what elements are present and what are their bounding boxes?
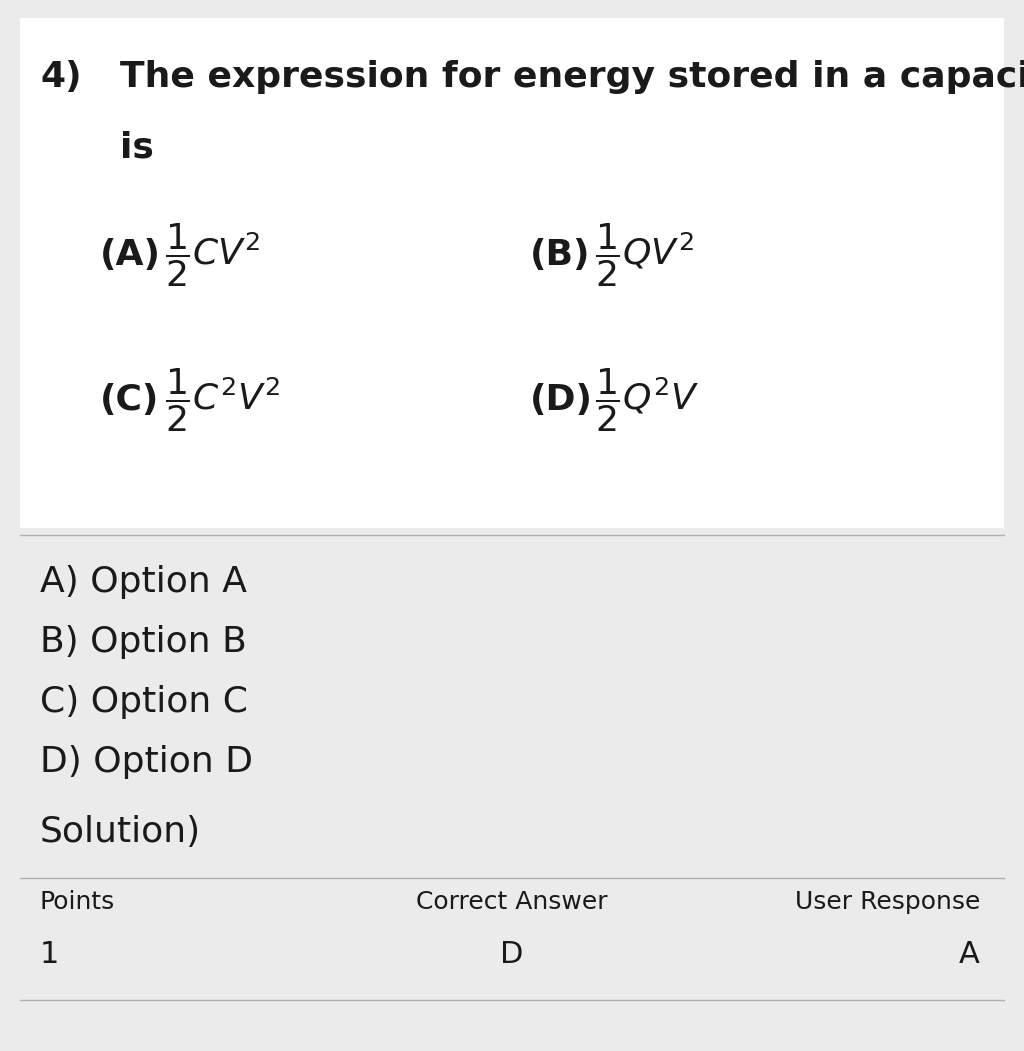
Text: User Response: User Response <box>795 890 980 914</box>
Text: A) Option A: A) Option A <box>40 565 247 599</box>
Text: $\dfrac{1}{2}Q^2V$: $\dfrac{1}{2}Q^2V$ <box>595 367 699 434</box>
Text: $\dfrac{1}{2}CV^2$: $\dfrac{1}{2}CV^2$ <box>165 222 260 289</box>
Text: (A): (A) <box>100 238 161 272</box>
Text: C) Option C: C) Option C <box>40 685 248 719</box>
Text: (B): (B) <box>530 238 591 272</box>
Text: (C): (C) <box>100 383 160 417</box>
Text: 1: 1 <box>40 940 59 969</box>
Bar <box>20 18 1004 528</box>
Text: A: A <box>959 940 980 969</box>
Text: B) Option B: B) Option B <box>40 625 247 659</box>
Text: D: D <box>501 940 523 969</box>
Text: 4): 4) <box>40 60 82 94</box>
Text: D) Option D: D) Option D <box>40 745 253 779</box>
Text: $\dfrac{1}{2}C^2V^2$: $\dfrac{1}{2}C^2V^2$ <box>165 367 281 434</box>
Text: (D): (D) <box>530 383 593 417</box>
Text: $\dfrac{1}{2}QV^2$: $\dfrac{1}{2}QV^2$ <box>595 222 693 289</box>
Text: The expression for energy stored in a capacitor: The expression for energy stored in a ca… <box>120 60 1024 94</box>
Text: Solution): Solution) <box>40 815 201 849</box>
Text: Points: Points <box>40 890 116 914</box>
Text: is: is <box>120 130 154 164</box>
Text: Correct Answer: Correct Answer <box>416 890 608 914</box>
